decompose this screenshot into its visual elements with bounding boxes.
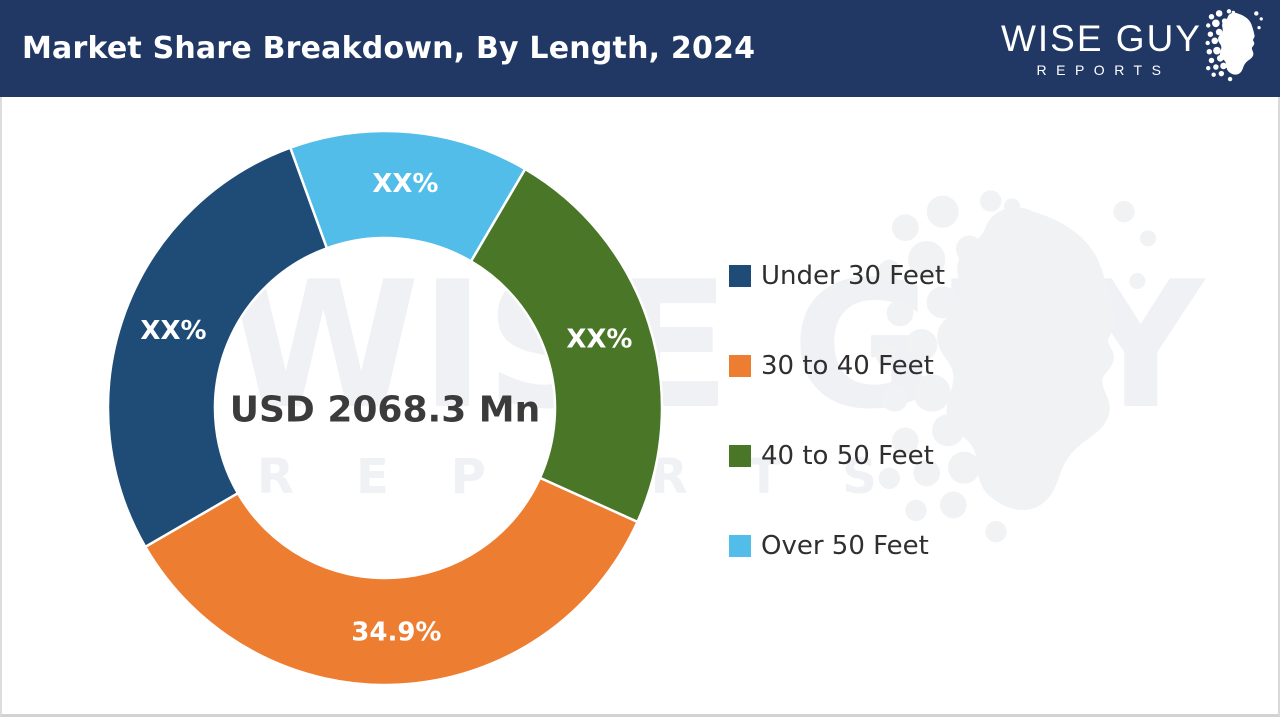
legend-item: Under 30 Feet bbox=[729, 261, 945, 291]
chart-area: WISE GUY REPORTS USD 2068.3 Mn XX%34.9%X… bbox=[0, 97, 1280, 717]
legend-swatch bbox=[729, 535, 751, 557]
legend-label: Over 50 Feet bbox=[761, 531, 929, 561]
brand-subtitle: REPORTS bbox=[1036, 61, 1171, 78]
brand-name: WISE GUY bbox=[1000, 18, 1202, 60]
legend-label: 40 to 50 Feet bbox=[761, 441, 934, 471]
segment-value-label: XX% bbox=[372, 169, 438, 199]
legend-swatch bbox=[729, 265, 751, 287]
legend-item: Over 50 Feet bbox=[729, 531, 945, 561]
legend-item: 30 to 40 Feet bbox=[729, 351, 945, 381]
legend-swatch bbox=[729, 445, 751, 467]
legend-swatch bbox=[729, 355, 751, 377]
legend-item: 40 to 50 Feet bbox=[729, 441, 945, 471]
donut-center-label: USD 2068.3 Mn bbox=[230, 390, 540, 431]
donut-chart: USD 2068.3 Mn XX% 34.9% XX% XX% bbox=[106, 129, 664, 687]
segment-value-label: XX% bbox=[140, 316, 206, 346]
brand-head-icon bbox=[1205, 9, 1263, 82]
donut-segment bbox=[144, 476, 639, 687]
donut-segment bbox=[106, 146, 329, 549]
legend: Under 30 Feet 30 to 40 Feet 40 to 50 Feet O… bbox=[729, 261, 945, 621]
donut-segment bbox=[469, 167, 664, 524]
legend-label: 30 to 40 Feet bbox=[761, 351, 934, 381]
header-bar: Market Share Breakdown, By Length, 2024 … bbox=[0, 0, 1280, 97]
segment-value-label: XX% bbox=[566, 325, 632, 355]
brand-logo: WISE GUY REPORTS bbox=[1001, 8, 1266, 90]
legend-label: Under 30 Feet bbox=[761, 261, 946, 291]
segment-value-label: 34.9% bbox=[351, 618, 441, 648]
page-title: Market Share Breakdown, By Length, 2024 bbox=[22, 31, 756, 66]
brand-logo-text: WISE GUY REPORTS bbox=[1000, 18, 1202, 78]
